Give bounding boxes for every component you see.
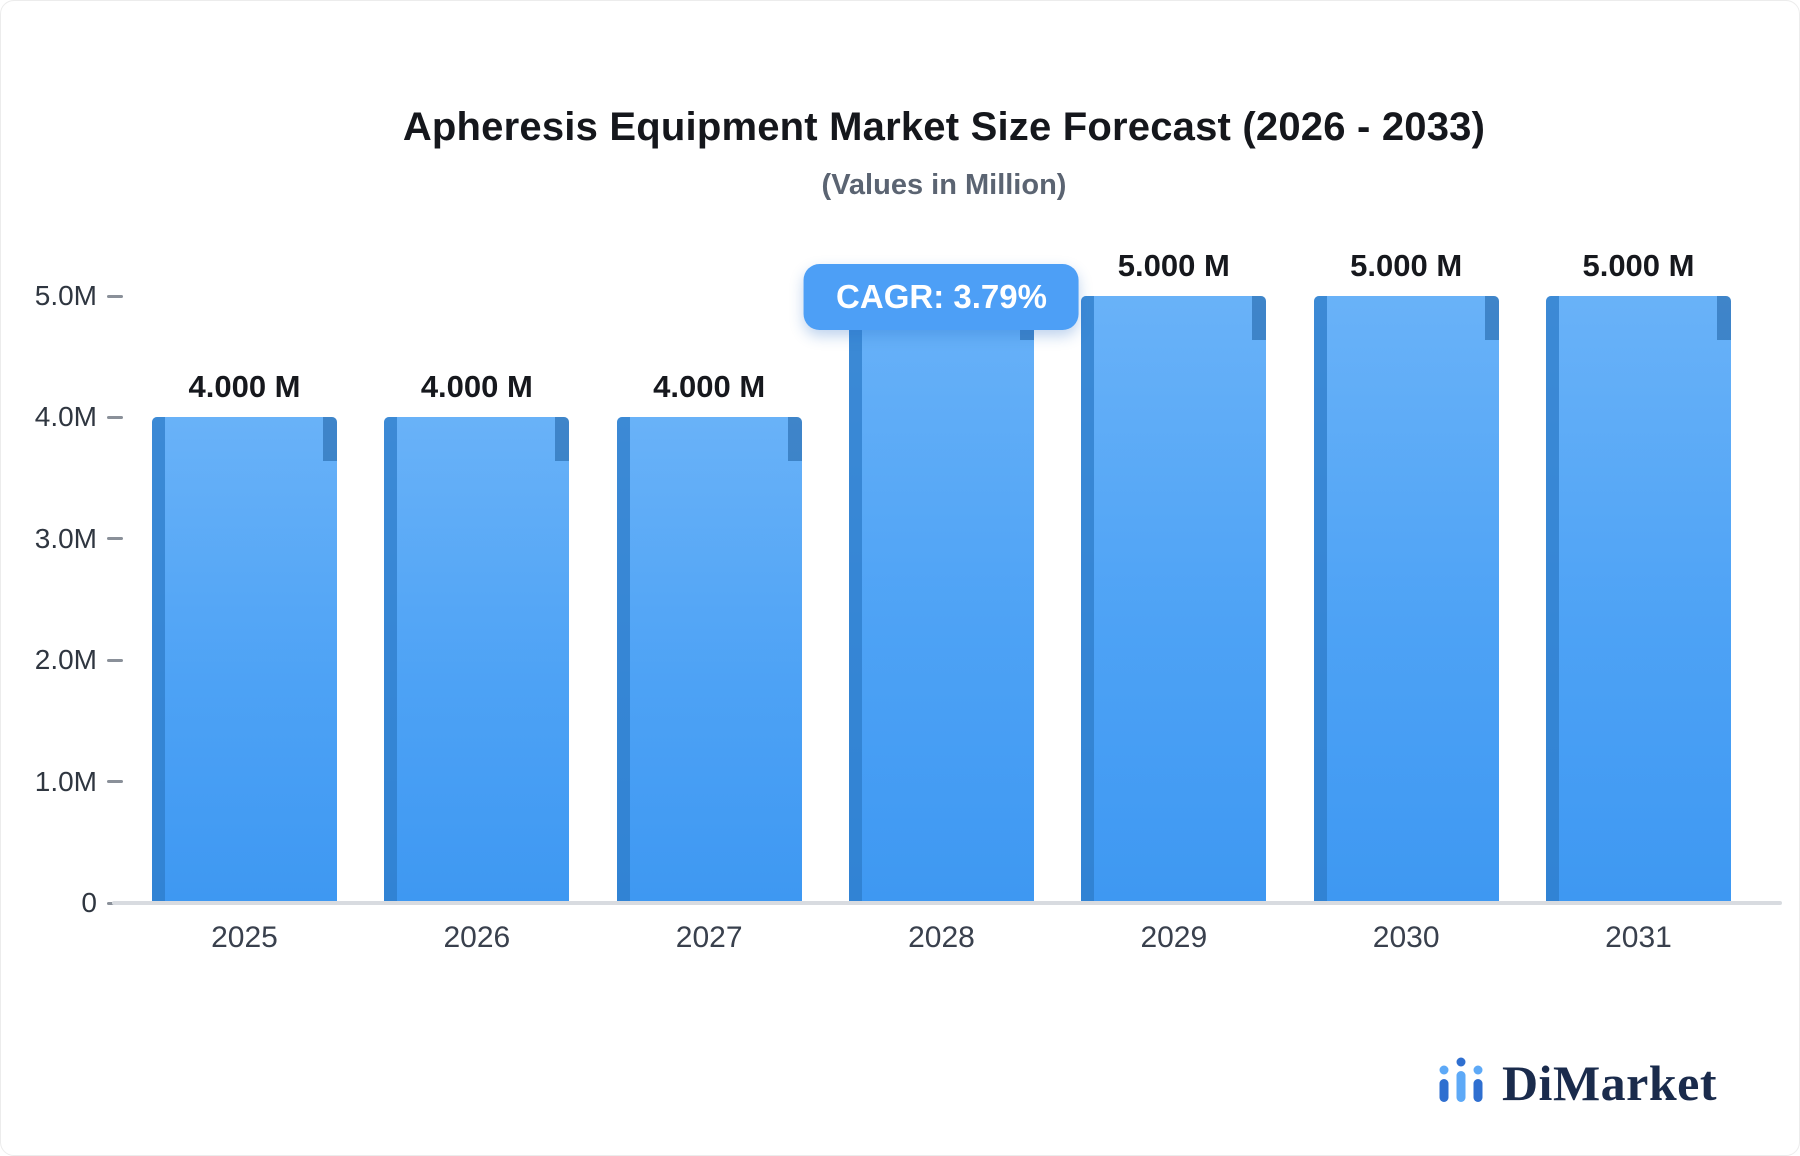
y-tick: 0: [31, 887, 123, 919]
bar-group-2027: 4.000 M: [616, 296, 802, 903]
y-tick-label: 0: [81, 887, 97, 918]
bar-group-2029: 5.000 M: [1081, 248, 1267, 903]
bar-2031: 5.000 M: [1545, 248, 1731, 903]
brand-logo: DiMarket: [1434, 1053, 1717, 1112]
bar-2027: 4.000 M: [616, 369, 802, 903]
y-tick-label: 2.0M: [34, 644, 97, 676]
y-tick-label: 4.0M: [34, 401, 97, 433]
bar-group-2028: CAGR: 3.79%: [804, 264, 1079, 903]
bar-value-label: 4.000 M: [188, 369, 301, 405]
brand-wordmark: DiMarket: [1501, 1054, 1717, 1111]
bars-container: 4.000 M 4.000 M 4.000 M CAGR: 3.79%: [126, 248, 1757, 903]
y-tick: 4.0M: [31, 401, 123, 433]
x-axis-baseline: [112, 901, 1782, 905]
bar-value-label: 4.000 M: [420, 369, 533, 405]
bar-2025: 4.000 M: [152, 369, 337, 903]
bar-group-2031: 5.000 M: [1545, 248, 1731, 903]
chart-title: Apheresis Equipment Market Size Forecast…: [402, 105, 1486, 149]
x-axis-label: 2030: [1372, 921, 1440, 954]
bar-2029: 5.000 M: [1081, 248, 1267, 903]
bar-value-label: 4.000 M: [653, 369, 766, 405]
x-axis-label: 2031: [1605, 921, 1672, 954]
y-tick: 2.0M: [31, 644, 123, 676]
x-axis-label: 2025: [211, 921, 278, 954]
y-tick-label: 1.0M: [34, 765, 97, 797]
tick-dash: [107, 537, 123, 541]
bar-group-2025: 4.000 M: [152, 296, 337, 903]
tick-dash: [107, 294, 123, 298]
chart-subtitle: (Values in Million): [821, 169, 1067, 201]
cagr-badge: CAGR: 3.79%: [804, 264, 1079, 330]
bar-group-2026: 4.000 M: [384, 296, 570, 903]
x-axis: 2025 2026 2027 2028 2029 2030 2031: [126, 921, 1757, 955]
tick-dash: [107, 415, 123, 419]
tick-dash: [107, 780, 123, 784]
x-axis-label: 2026: [443, 921, 511, 954]
y-tick: 3.0M: [31, 523, 123, 555]
y-tick-label: 3.0M: [34, 522, 97, 554]
bar-group-2030: 5.000 M: [1313, 248, 1499, 903]
bar-value-label: 5.000 M: [1350, 248, 1463, 283]
y-tick: 5.0M: [31, 280, 123, 312]
bar-value-label: 5.000 M: [1117, 248, 1230, 283]
bar-2026: 4.000 M: [384, 369, 570, 903]
x-axis-label: 2027: [675, 921, 743, 954]
bar-2030: 5.000 M: [1313, 248, 1499, 903]
x-axis-label: 2029: [1140, 921, 1208, 954]
bar-chart-icon: [1434, 1053, 1488, 1112]
bar-value-label: 5.000 M: [1582, 248, 1695, 283]
x-axis-label: 2028: [908, 921, 975, 954]
y-axis: 5.0M 4.0M 3.0M 2.0M 1.0M 0: [31, 280, 123, 918]
y-tick: 1.0M: [31, 766, 123, 798]
chart-plot-area: 5.0M 4.0M 3.0M 2.0M 1.0M 0: [31, 248, 1782, 954]
bar-2028: CAGR: 3.79%: [804, 264, 1079, 903]
y-tick-label: 5.0M: [34, 280, 97, 311]
tick-dash: [107, 658, 123, 662]
